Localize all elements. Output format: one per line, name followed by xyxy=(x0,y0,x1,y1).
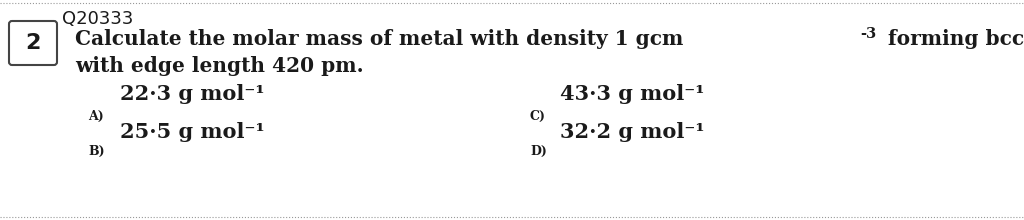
Text: Calculate the molar mass of metal with density 1 gcm: Calculate the molar mass of metal with d… xyxy=(75,29,683,49)
Text: with edge length 420 pm.: with edge length 420 pm. xyxy=(75,56,364,76)
Text: 2: 2 xyxy=(26,33,41,53)
Text: 32·2 g mol⁻¹: 32·2 g mol⁻¹ xyxy=(560,122,705,142)
Text: -3: -3 xyxy=(860,27,877,41)
Text: 43·3 g mol⁻¹: 43·3 g mol⁻¹ xyxy=(560,84,705,104)
Text: 25·5 g mol⁻¹: 25·5 g mol⁻¹ xyxy=(120,122,265,142)
Text: 22·3 g mol⁻¹: 22·3 g mol⁻¹ xyxy=(120,84,264,104)
FancyBboxPatch shape xyxy=(9,21,57,65)
Text: Q20333: Q20333 xyxy=(62,10,133,28)
Text: A): A) xyxy=(88,110,103,123)
Text: C): C) xyxy=(530,110,546,123)
Text: B): B) xyxy=(88,145,104,158)
Text: forming bcc structure: forming bcc structure xyxy=(881,29,1024,49)
Text: D): D) xyxy=(530,145,547,158)
